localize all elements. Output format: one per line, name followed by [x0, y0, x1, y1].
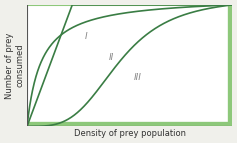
Text: III: III [134, 73, 141, 82]
X-axis label: Density of prey population: Density of prey population [74, 129, 186, 138]
Text: II: II [109, 52, 114, 61]
Text: I: I [84, 32, 87, 41]
Y-axis label: Number of prey
consumed: Number of prey consumed [5, 32, 24, 99]
